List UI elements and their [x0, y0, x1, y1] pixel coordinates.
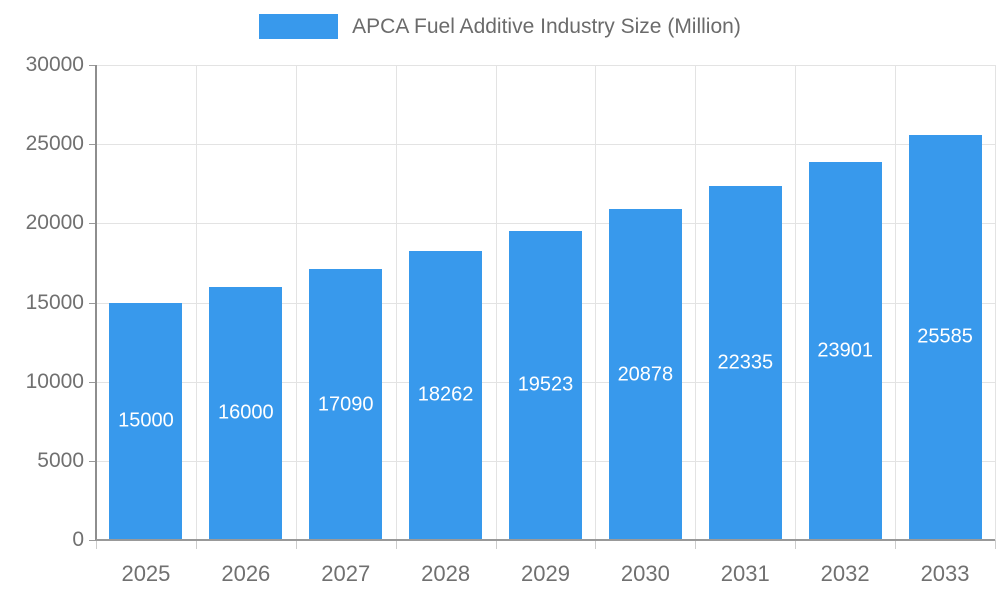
x-axis-tick-label: 2028 [421, 561, 471, 586]
y-axis-tick-label: 25000 [25, 132, 84, 156]
x-axis-tick [96, 540, 97, 549]
y-axis-tick-label: 5000 [37, 448, 84, 472]
y-axis-tick [89, 223, 96, 225]
legend[interactable]: APCA Fuel Additive Industry Size (Millio… [0, 14, 1000, 39]
x-axis-tick-label: 2025 [121, 561, 171, 586]
x-axis-tick-label: 2032 [820, 561, 870, 586]
bar[interactable] [608, 209, 682, 539]
gridline-vertical [295, 65, 297, 540]
y-axis-tick-label: 0 [72, 528, 84, 551]
bar[interactable] [908, 134, 982, 539]
bar[interactable] [209, 286, 283, 539]
x-axis-tick [695, 540, 697, 549]
gridline-horizontal [96, 144, 995, 146]
bar[interactable] [808, 161, 882, 539]
gridline-horizontal [96, 223, 995, 225]
x-axis-tick [295, 540, 297, 549]
x-axis-tick [595, 540, 597, 549]
gridline-horizontal [96, 65, 995, 66]
x-axis-tick-label: 2031 [720, 561, 770, 586]
legend-label: APCA Fuel Additive Industry Size (Millio… [352, 15, 741, 38]
y-axis-tick [89, 460, 96, 462]
y-axis-tick-label: 15000 [25, 290, 84, 314]
x-axis-tick [195, 540, 197, 549]
bar[interactable] [309, 269, 383, 539]
y-axis-tick [89, 540, 96, 541]
gridline-vertical [895, 65, 897, 540]
y-axis-tick [89, 65, 96, 66]
x-axis-tick-label: 2027 [321, 561, 371, 586]
gridline-vertical [595, 65, 597, 540]
bar[interactable] [409, 250, 483, 539]
x-axis-tick-label: 2029 [521, 561, 570, 586]
x-axis-tick [795, 540, 797, 549]
gridline-vertical [195, 65, 197, 540]
gridline-vertical [995, 65, 996, 540]
gridline-vertical [795, 65, 797, 540]
y-axis-tick [89, 302, 96, 304]
x-axis-tick-label: 2033 [920, 561, 970, 586]
x-axis-tick [495, 540, 497, 549]
gridline-vertical [395, 65, 397, 540]
x-axis-tick [995, 540, 996, 549]
bar[interactable] [708, 186, 782, 539]
x-axis-tick [395, 540, 397, 549]
bar[interactable] [509, 230, 582, 539]
y-axis-tick-label: 10000 [25, 369, 84, 393]
bar[interactable] [109, 302, 183, 539]
y-axis-tick [89, 144, 96, 146]
y-axis-tick-label: 30000 [25, 53, 84, 76]
gridline-vertical [695, 65, 697, 540]
x-axis-line [96, 539, 995, 541]
y-axis-line [95, 65, 97, 540]
y-axis-tick [89, 381, 96, 383]
gridline-vertical [495, 65, 497, 540]
y-axis-tick-label: 20000 [25, 211, 84, 235]
legend-swatch [259, 14, 339, 39]
x-axis-tick-label: 2026 [221, 561, 271, 586]
x-axis-tick-label: 2030 [620, 561, 670, 586]
x-axis-tick [895, 540, 897, 549]
